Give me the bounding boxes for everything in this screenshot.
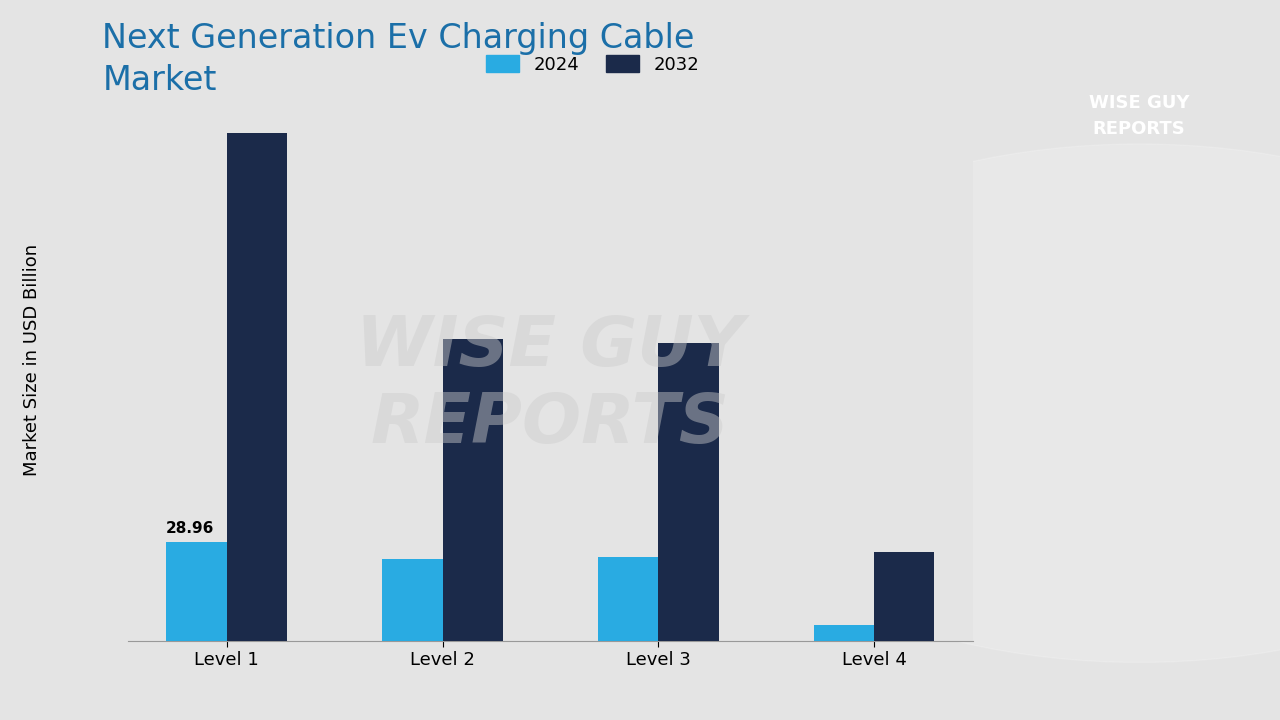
- Text: 28.96: 28.96: [166, 521, 215, 536]
- Bar: [658, 343, 718, 641]
- Bar: [166, 541, 227, 641]
- Bar: [383, 559, 443, 641]
- Text: Next Generation Ev Charging Cable
Market: Next Generation Ev Charging Cable Market: [102, 22, 695, 96]
- Legend: 2024, 2032: 2024, 2032: [479, 48, 707, 81]
- Bar: [227, 133, 287, 641]
- Text: WISE GUY
REPORTS: WISE GUY REPORTS: [1089, 94, 1189, 138]
- Bar: [598, 557, 658, 641]
- Text: WISE GUY
REPORTS: WISE GUY REPORTS: [356, 312, 745, 457]
- Circle shape: [678, 144, 1280, 662]
- Bar: [874, 552, 934, 641]
- Text: Market Size in USD Billion: Market Size in USD Billion: [23, 244, 41, 476]
- Bar: [443, 339, 503, 641]
- Bar: [814, 626, 874, 641]
